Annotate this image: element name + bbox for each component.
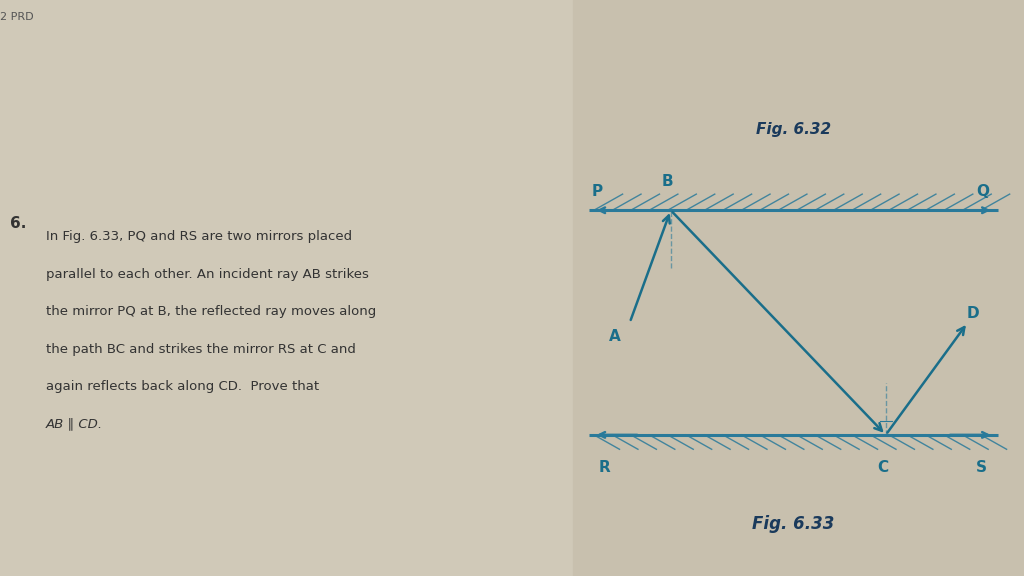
Text: the path BC and strikes the mirror RS at C and: the path BC and strikes the mirror RS at… — [46, 343, 356, 356]
Text: In Fig. 6.33, PQ and RS are two mirrors placed: In Fig. 6.33, PQ and RS are two mirrors … — [46, 230, 352, 244]
Text: P: P — [592, 184, 602, 199]
Text: S: S — [976, 460, 986, 475]
Text: C: C — [878, 460, 888, 475]
Bar — [573, 0, 1024, 576]
Text: A: A — [608, 329, 621, 344]
Text: B: B — [662, 174, 674, 189]
Text: Q: Q — [977, 184, 989, 199]
Text: 6.: 6. — [10, 216, 27, 231]
Text: Fig. 6.33: Fig. 6.33 — [753, 515, 835, 533]
Text: D: D — [967, 306, 979, 321]
Text: AB ∥ CD.: AB ∥ CD. — [46, 418, 103, 431]
Text: R: R — [598, 460, 610, 475]
Text: Fig. 6.32: Fig. 6.32 — [756, 122, 831, 137]
Text: parallel to each other. An incident ray AB strikes: parallel to each other. An incident ray … — [46, 268, 369, 281]
Text: the mirror PQ at B, the reflected ray moves along: the mirror PQ at B, the reflected ray mo… — [46, 305, 377, 319]
Text: again reflects back along CD.  Prove that: again reflects back along CD. Prove that — [46, 380, 319, 393]
Text: 2 PRD: 2 PRD — [0, 12, 34, 21]
